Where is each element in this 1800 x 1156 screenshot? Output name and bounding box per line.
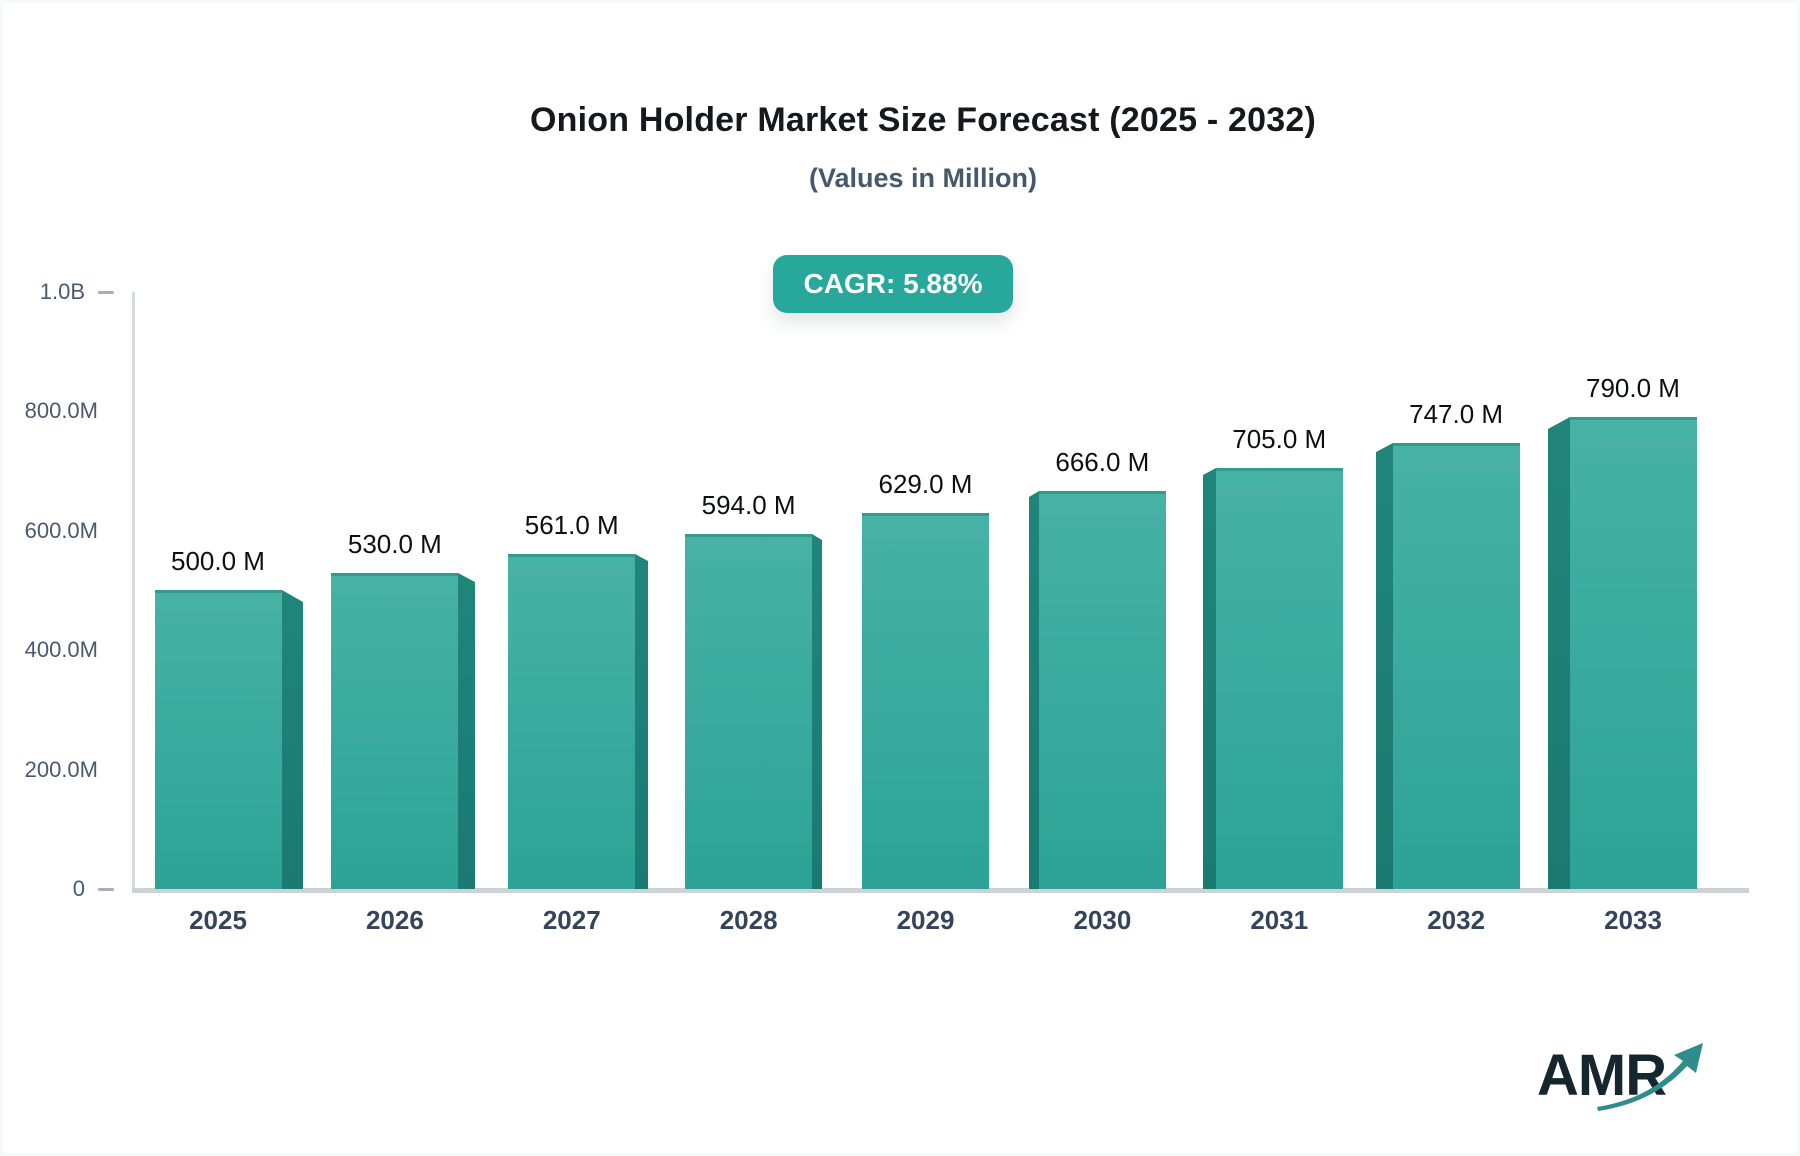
bar-2033[interactable] [1570,417,1697,889]
x-label-2033: 2033 [1604,905,1662,935]
bar-value-2033: 790.0 M [1586,373,1680,403]
y-axis-line [132,292,135,889]
y-tick-400.0M: 400.0M [25,635,114,665]
y-tick-label: 600.0M [24,518,98,543]
y-tick-dash [98,887,114,891]
bar-2029[interactable] [862,513,989,889]
bar-side-2031 [1203,468,1216,889]
bar-side-2032 [1376,443,1393,889]
bar-side-2030 [1029,491,1039,889]
bar-2030[interactable] [1039,491,1166,889]
bar-side-2033 [1548,417,1570,889]
x-label-2031: 2031 [1250,905,1309,935]
y-tick-label: 200.0M [24,757,98,782]
bar-2032[interactable] [1393,443,1520,889]
bar-2026[interactable] [331,573,458,889]
y-tick-600.0M: 600.0M [25,516,114,546]
y-tick-dash [98,290,114,294]
bar-value-2031: 705.0 M [1232,424,1327,454]
y-tick-label: 400.0M [24,637,98,662]
x-label-2032: 2032 [1427,905,1486,935]
y-tick-200.0M: 200.0M [25,755,114,785]
bar-side-2027 [635,554,648,889]
amr-logo-arrow-icon [1597,1043,1703,1111]
bar-2027[interactable] [508,554,635,889]
y-tick-label: 1.0B [39,279,85,304]
y-tick-800.0M: 800.0M [25,396,114,426]
bar-value-2030: 666.0 M [1055,447,1150,477]
x-label-2025: 2025 [189,905,247,935]
bar-value-2026: 530.0 M [347,529,442,559]
x-label-2026: 2026 [365,905,424,935]
cagr-badge: CAGR: 5.88% [773,255,1013,313]
x-label-2030: 2030 [1073,905,1132,935]
y-tick-label: 0 [72,876,85,901]
amr-logo-text: AMR [1537,1043,1666,1108]
bar-2025[interactable] [155,590,282,889]
bar-value-2027: 561.0 M [524,510,619,540]
chart-canvas: Onion Holder Market Size Forecast (2025 … [3,3,1797,1153]
bar-2028[interactable] [685,534,812,889]
bar-value-2025: 500.0 M [171,546,265,576]
x-label-2029: 2029 [896,905,955,935]
amr-logo[interactable]: AMR [1535,1033,1735,1113]
chart-title: Onion Holder Market Size Forecast (2025 … [529,101,1317,139]
bar-side-2028 [812,534,822,889]
x-label-2027: 2027 [542,905,601,935]
y-tick-1.0B: 1.0B [40,277,114,307]
x-label-2028: 2028 [719,905,778,935]
y-tick-0: 0 [73,874,114,904]
bar-value-2029: 629.0 M [878,469,973,499]
bar-side-2026 [458,573,475,889]
bar-value-2028: 594.0 M [701,490,796,520]
bar-side-2025 [282,590,303,889]
x-axis-line [132,888,1749,893]
y-tick-label: 800.0M [24,398,98,423]
bar-2031[interactable] [1216,468,1343,889]
chart-card: Onion Holder Market Size Forecast (2025 … [3,3,1797,1153]
chart-subtitle: (Values in Million) [808,163,1038,193]
bar-value-2032: 747.0 M [1409,399,1504,429]
